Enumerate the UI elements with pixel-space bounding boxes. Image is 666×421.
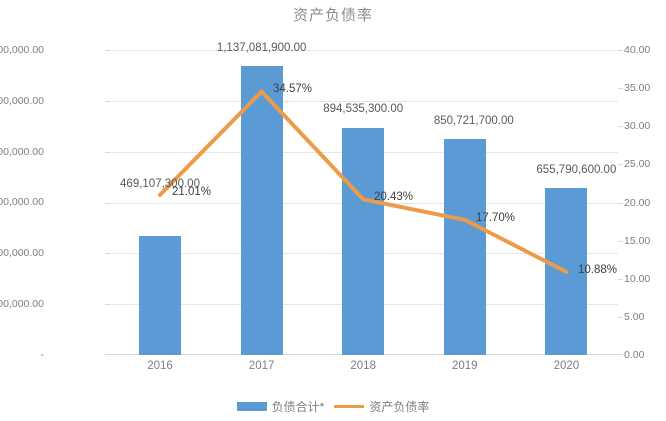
- y2-axis-tick-label: 0.00: [624, 349, 645, 361]
- ratio-value-label: 17.70%: [476, 212, 516, 224]
- axis-tick: [105, 304, 110, 306]
- axis-tick: [618, 278, 623, 280]
- gridline: [110, 100, 618, 102]
- x-axis-tick-label: 2017: [248, 360, 275, 372]
- chart-legend: 负债合计* 资产负债率: [0, 398, 666, 415]
- gridline: [110, 50, 618, 51]
- axis-tick: [105, 354, 110, 355]
- axis-tick: [618, 50, 623, 51]
- y2-axis-tick-label: 10.00: [624, 272, 651, 285]
- bar-value-label: 1,137,081,900.00: [216, 42, 307, 54]
- y-axis-tick-label: 600,000,000.00: [0, 196, 44, 209]
- y2-axis-tick-label: 40.00: [624, 44, 651, 56]
- bar-value-label: 655,790,600.00: [536, 164, 617, 176]
- axis-tick: [618, 164, 623, 166]
- axis-tick: [618, 126, 623, 128]
- plot-area: 469,107,300.00 1,137,081,900.00 894,535,…: [105, 42, 623, 355]
- axis-tick: [618, 202, 623, 204]
- ratio-value-label: 21.01%: [172, 186, 212, 198]
- bar-2019[interactable]: [443, 138, 486, 355]
- axis-tick: [105, 202, 110, 204]
- bar-value-label: 469,107,300.00: [120, 178, 200, 190]
- axis-tick: [618, 88, 623, 90]
- y2-axis-tick-label: 35.00: [624, 82, 651, 95]
- x-axis-tick-label: 2018: [350, 360, 376, 372]
- y2-axis-tick-label: 5.00: [624, 310, 645, 323]
- ratio-value-label: 34.57%: [273, 83, 313, 95]
- y2-axis-tick-label: 30.00: [624, 120, 651, 133]
- axis-tick: [105, 100, 110, 102]
- y2-axis-tick-label: 15.00: [624, 234, 651, 247]
- legend-item-ratio[interactable]: 资产负债率: [334, 398, 429, 415]
- legend-item-liabilities[interactable]: 负债合计*: [236, 398, 325, 415]
- ratio-line: [160, 92, 566, 272]
- axis-tick: [105, 50, 110, 51]
- y-axis-tick-label: 1,200,000,000.00: [0, 44, 44, 56]
- ratio-value-label: 10.88%: [578, 264, 618, 276]
- axis-tick: [618, 316, 623, 318]
- bar-2017[interactable]: [240, 66, 283, 355]
- y-axis-tick-label: 800,000,000.00: [0, 145, 44, 158]
- axis-tick: [105, 151, 110, 153]
- legend-swatch-bar-icon: [236, 402, 267, 411]
- y-axis-tick-label: 400,000,000.00: [0, 247, 44, 260]
- legend-label: 负债合计*: [271, 400, 325, 414]
- y-axis-tick-label: 200,000,000.00: [0, 298, 44, 310]
- x-axis-tick-label: 2020: [553, 360, 580, 372]
- bar-value-label: 850,721,700.00: [433, 115, 514, 127]
- x-axis-tick-label: 2016: [147, 360, 173, 372]
- y2-axis-tick-label: 20.00: [624, 196, 651, 209]
- x-axis-tick-label: 2019: [452, 360, 478, 372]
- chart-title: 资产负债率: [292, 7, 373, 24]
- axis-tick: [618, 354, 623, 355]
- y-axis-tick-label: -: [40, 348, 45, 361]
- line-series-layer: [110, 50, 618, 355]
- axis-tick: [618, 240, 623, 242]
- bar-value-label: 894,535,300.00: [323, 103, 404, 115]
- ratio-value-label: 20.43%: [374, 191, 414, 203]
- legend-swatch-line-icon: [334, 405, 365, 408]
- bar-2016[interactable]: [139, 235, 181, 355]
- bar-2018[interactable]: [342, 127, 385, 355]
- y-axis-tick-label: 1,000,000,000.00: [0, 94, 44, 107]
- legend-label: 资产负债率: [369, 400, 430, 414]
- y2-axis-tick-label: 25.00: [624, 158, 651, 171]
- axis-tick: [105, 253, 110, 255]
